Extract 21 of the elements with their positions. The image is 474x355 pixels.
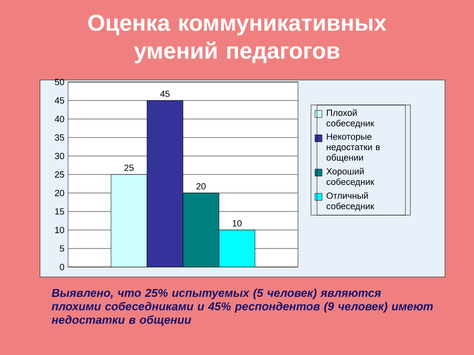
text: Выявлено, что 25% испытуемых (5 человек) являются плохими собеседниками и 45% респондентов (9 человек) имеют недостатки в общении (52, 288, 433, 326)
data-label: 20 (196, 183, 206, 190)
y-tick-label: 45 (54, 97, 64, 104)
y-tick-label: 20 (54, 190, 64, 196)
y-tick-label: 35 (54, 134, 64, 141)
legend-label: Плохой собеседник (326, 109, 374, 128)
legend-label: Хороший собеседник (326, 168, 374, 187)
y-tick-label: 10 (55, 226, 64, 234)
data-label: 10 (232, 220, 242, 226)
data-label: 25 (124, 164, 134, 171)
legend-label: Отличный собеседник (326, 192, 374, 211)
y-tick-label: 15 (55, 208, 64, 215)
y-tick-label: 30 (54, 152, 64, 160)
y-tick-label: 5 (60, 245, 64, 252)
y-tick-label: 50 (54, 78, 64, 86)
y-tick-label: 40 (54, 116, 64, 122)
y-tick-label: 0 (60, 264, 64, 270)
data-label: 45 (160, 90, 170, 97)
y-tick-label: 25 (54, 171, 64, 178)
legend-label: Некоторые недостатки в общении (326, 133, 380, 162)
chart-title: Оценка коммуникативных умений педагогов (88, 14, 386, 64)
